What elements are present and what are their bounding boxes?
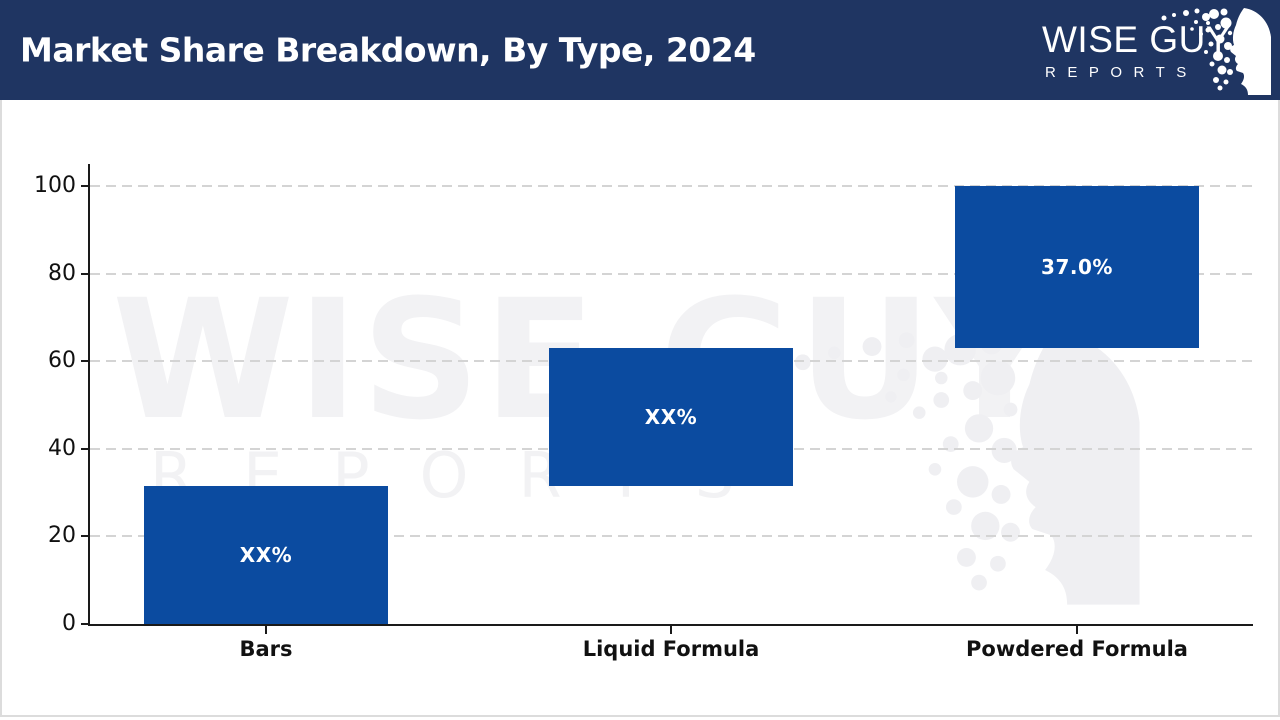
grid-line [90,535,1253,538]
y-tick [81,447,88,450]
bar-segment: 37.0% [955,186,1199,349]
x-tick [265,626,267,634]
y-tick-label: 0 [62,611,76,636]
y-tick-label: 20 [48,523,76,549]
y-tick [81,535,88,538]
x-tick [670,626,672,634]
y-tick-label: 80 [48,260,76,286]
logo-subtitle: REPORTS [1045,64,1198,81]
x-tick [1076,626,1078,634]
y-tick [81,360,88,363]
logo-face-profile-icon [1161,8,1271,95]
bar-value-label: XX% [644,405,698,430]
x-category-label: Powdered Formula [966,637,1188,661]
y-tick-label: 40 [48,435,76,461]
grid-line [90,185,1253,187]
brand-logo: WISE GUY REPORTS [1042,5,1274,95]
y-axis [88,164,90,626]
chart-title: Market Share Breakdown, By Type, 2024 [20,30,756,70]
header-banner: Market Share Breakdown, By Type, 2024 WI… [0,0,1280,100]
bar-segment: XX% [144,486,388,624]
grid-line [90,272,1253,275]
bar-value-label: XX% [239,543,293,567]
chart-area: WISE GUY REPORTS 0 20 40 60 80 100 Bars Liquid … [0,100,1280,717]
y-tick [81,185,88,187]
bar-value-label: 37.0% [1041,255,1113,280]
x-axis [88,624,1253,626]
y-tick [81,272,88,275]
x-category-label: Liquid Formula [582,637,760,661]
y-tick-label: 100 [34,173,76,198]
logo-wordmark: WISE GUY [1042,19,1232,60]
bar-segment: XX% [549,348,793,487]
y-tick-label: 60 [48,348,76,374]
x-category-label: Bars [239,637,293,661]
y-tick [81,623,88,625]
